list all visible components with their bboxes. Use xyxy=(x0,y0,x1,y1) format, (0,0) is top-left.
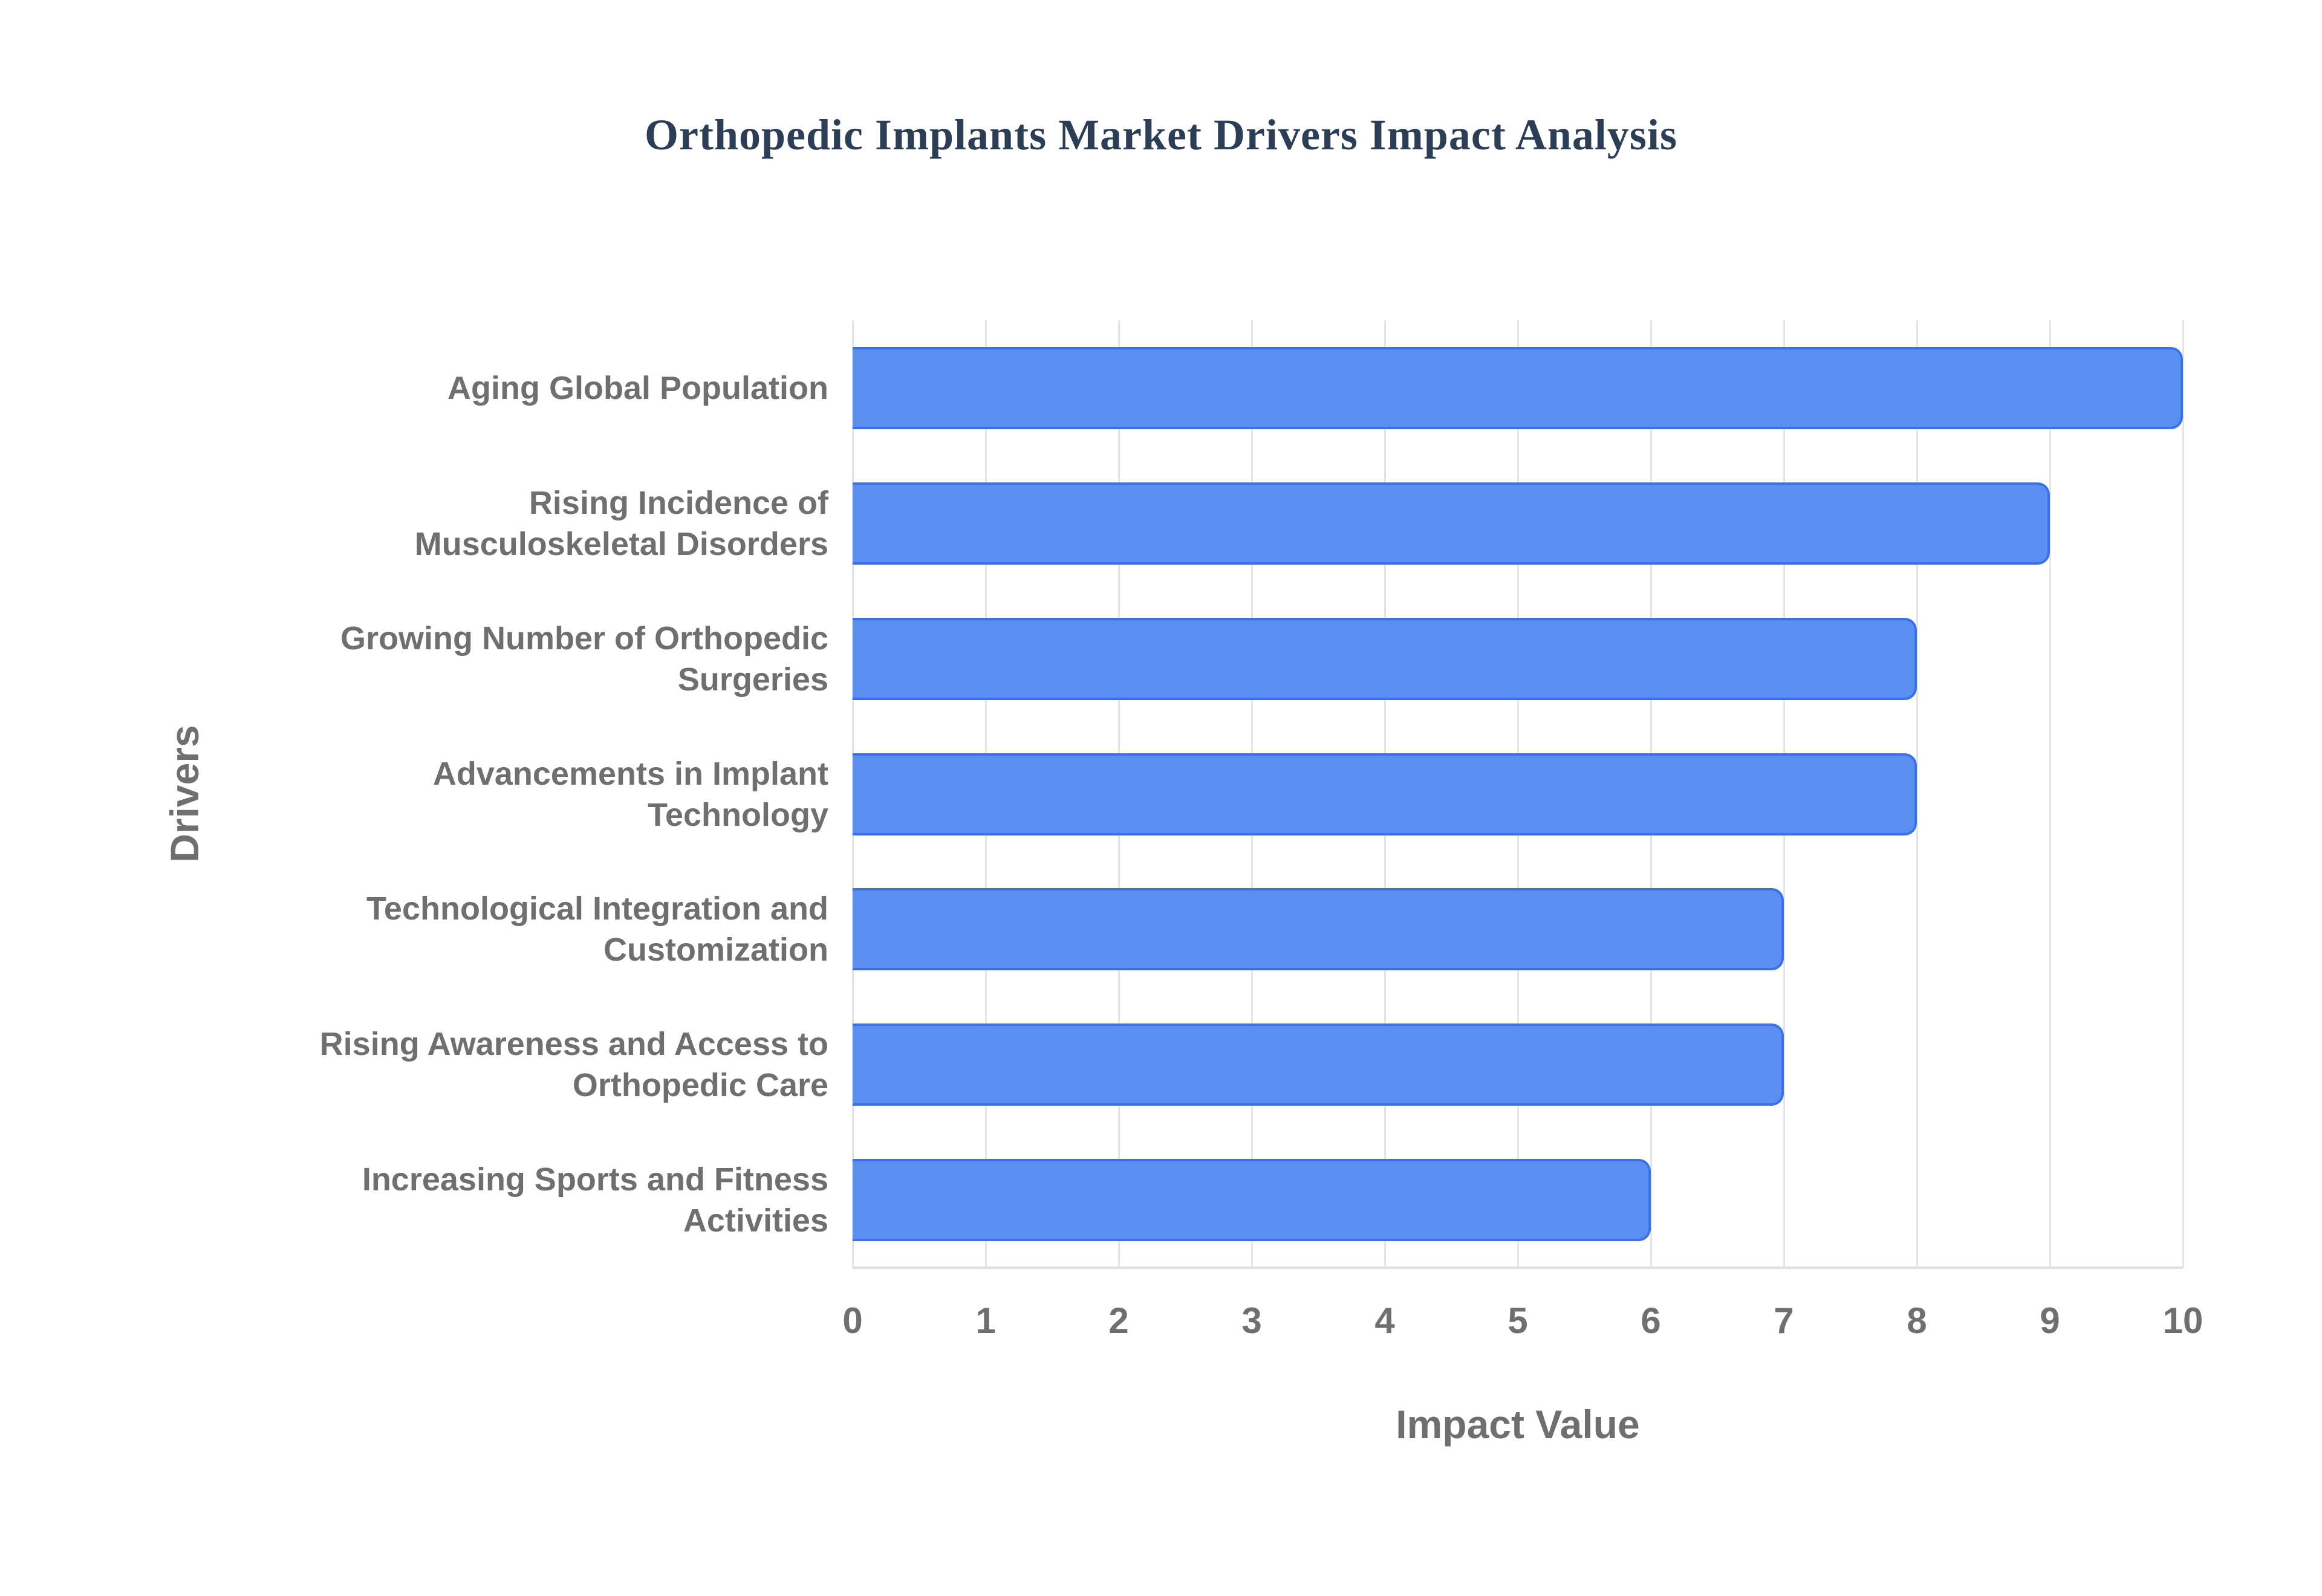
category-label-line: Customization xyxy=(603,932,828,968)
bar-5[interactable] xyxy=(853,1023,1784,1106)
category-label-0: Aging Global Population xyxy=(230,320,828,456)
category-label-line: Increasing Sports and Fitness xyxy=(362,1161,828,1198)
chart-title: Orthopedic Implants Market Drivers Impac… xyxy=(645,111,1677,159)
x-axis-line xyxy=(853,1267,2183,1269)
x-tick-label-10: 10 xyxy=(2162,1300,2203,1341)
category-label-line: Technology xyxy=(647,796,828,833)
bar-3[interactable] xyxy=(853,753,1917,835)
category-label-line: Musculoskeletal Disorders xyxy=(414,525,828,562)
category-label-2: Growing Number of Orthopedic Surgeries xyxy=(230,591,828,727)
x-tick-label-6: 6 xyxy=(1641,1300,1661,1341)
category-label-3: Advancements in Implant Technology xyxy=(230,727,828,862)
category-label-line: Orthopedic Care xyxy=(572,1067,828,1104)
category-label-line: Activities xyxy=(683,1202,828,1239)
x-tick-label-1: 1 xyxy=(975,1300,996,1341)
gridline-x-8 xyxy=(1916,320,1918,1268)
x-tick-label-4: 4 xyxy=(1374,1300,1395,1341)
bar-2[interactable] xyxy=(853,617,1917,700)
plot-area xyxy=(851,320,2184,1269)
category-label-line: Surgeries xyxy=(677,661,828,698)
gridline-x-9 xyxy=(2049,320,2051,1268)
category-label-line: Advancements in Implant xyxy=(432,755,828,792)
gridline-x-10 xyxy=(2182,320,2184,1268)
x-tick-label-8: 8 xyxy=(1907,1300,1927,1341)
bar-0[interactable] xyxy=(853,346,2183,429)
x-tick-label-7: 7 xyxy=(1774,1300,1794,1341)
x-axis-title: Impact Value xyxy=(1396,1402,1640,1447)
category-label-line: Aging Global Population xyxy=(447,369,828,406)
bar-4[interactable] xyxy=(853,888,1784,971)
x-axis-ticks: 0 1 2 3 4 5 6 7 8 9 10 xyxy=(842,1300,2203,1354)
category-axis-labels: Aging Global Population Rising Incidence … xyxy=(230,320,828,1268)
bar-1[interactable] xyxy=(853,482,2050,565)
category-label-line: Growing Number of Orthopedic xyxy=(340,620,828,657)
x-tick-label-9: 9 xyxy=(2040,1300,2060,1341)
category-label-line: Rising Awareness and Access to xyxy=(319,1026,828,1063)
x-tick-label-5: 5 xyxy=(1507,1300,1528,1341)
x-tick-label-3: 3 xyxy=(1241,1300,1262,1341)
category-label-6: Increasing Sports and Fitness Activities xyxy=(230,1132,828,1268)
category-label-1: Rising Incidence of Musculoskeletal Disor… xyxy=(230,456,828,591)
y-axis-title: Drivers xyxy=(162,725,207,863)
bar-6[interactable] xyxy=(853,1159,1651,1242)
x-tick-label-2: 2 xyxy=(1108,1300,1129,1341)
category-label-5: Rising Awareness and Access to Orthopedic… xyxy=(230,997,828,1132)
category-label-line: Technological Integration and xyxy=(366,890,828,927)
category-label-line: Rising Incidence of xyxy=(528,484,828,521)
category-label-4: Technological Integration and Customizati… xyxy=(230,861,828,997)
x-tick-label-0: 0 xyxy=(842,1300,863,1341)
